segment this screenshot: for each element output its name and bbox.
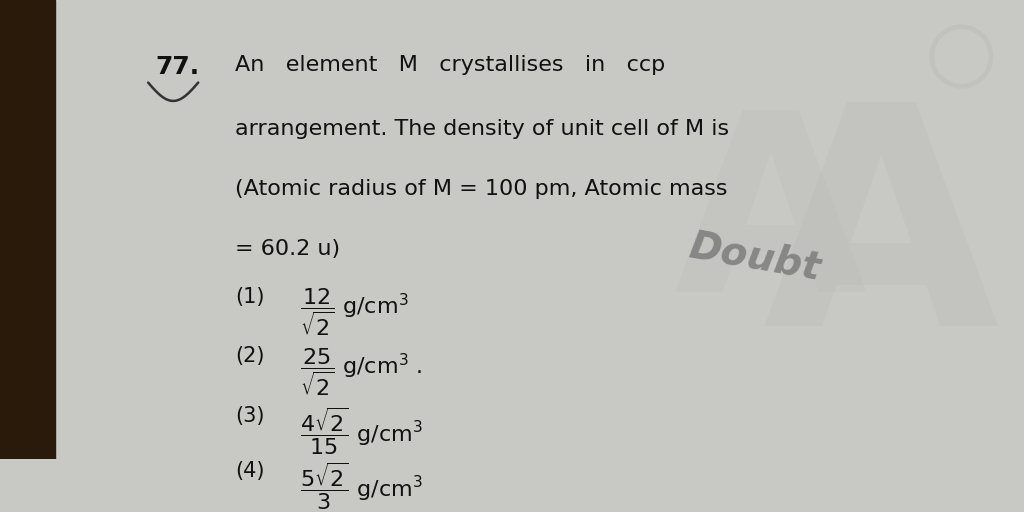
Text: A: A <box>763 93 999 390</box>
Text: = 60.2 u): = 60.2 u) <box>236 239 340 259</box>
Text: An   element   M   crystallises   in   ccp: An element M crystallises in ccp <box>236 55 666 75</box>
Text: ○: ○ <box>925 14 997 95</box>
Text: Doubt: Doubt <box>686 227 823 287</box>
Text: $\dfrac{5\sqrt{2}}{3}$ g/cm$^3$: $\dfrac{5\sqrt{2}}{3}$ g/cm$^3$ <box>300 461 423 512</box>
Text: A: A <box>674 102 867 344</box>
Text: (4): (4) <box>236 461 265 481</box>
Text: (2): (2) <box>236 346 265 367</box>
Bar <box>0 0 55 459</box>
Text: $\dfrac{4\sqrt{2}}{15}$ g/cm$^3$: $\dfrac{4\sqrt{2}}{15}$ g/cm$^3$ <box>300 406 423 457</box>
Text: $\dfrac{12}{\sqrt{2}}$ g/cm$^3$: $\dfrac{12}{\sqrt{2}}$ g/cm$^3$ <box>300 287 409 338</box>
Text: $\dfrac{25}{\sqrt{2}}$ g/cm$^3$ .: $\dfrac{25}{\sqrt{2}}$ g/cm$^3$ . <box>300 346 423 398</box>
Text: (Atomic radius of M = 100 pm, Atomic mass: (Atomic radius of M = 100 pm, Atomic mas… <box>236 179 728 199</box>
Text: arrangement. The density of unit cell of M is: arrangement. The density of unit cell of… <box>236 119 729 139</box>
Text: (3): (3) <box>236 406 265 426</box>
Text: 77.: 77. <box>156 55 200 79</box>
Text: (1): (1) <box>236 287 265 307</box>
